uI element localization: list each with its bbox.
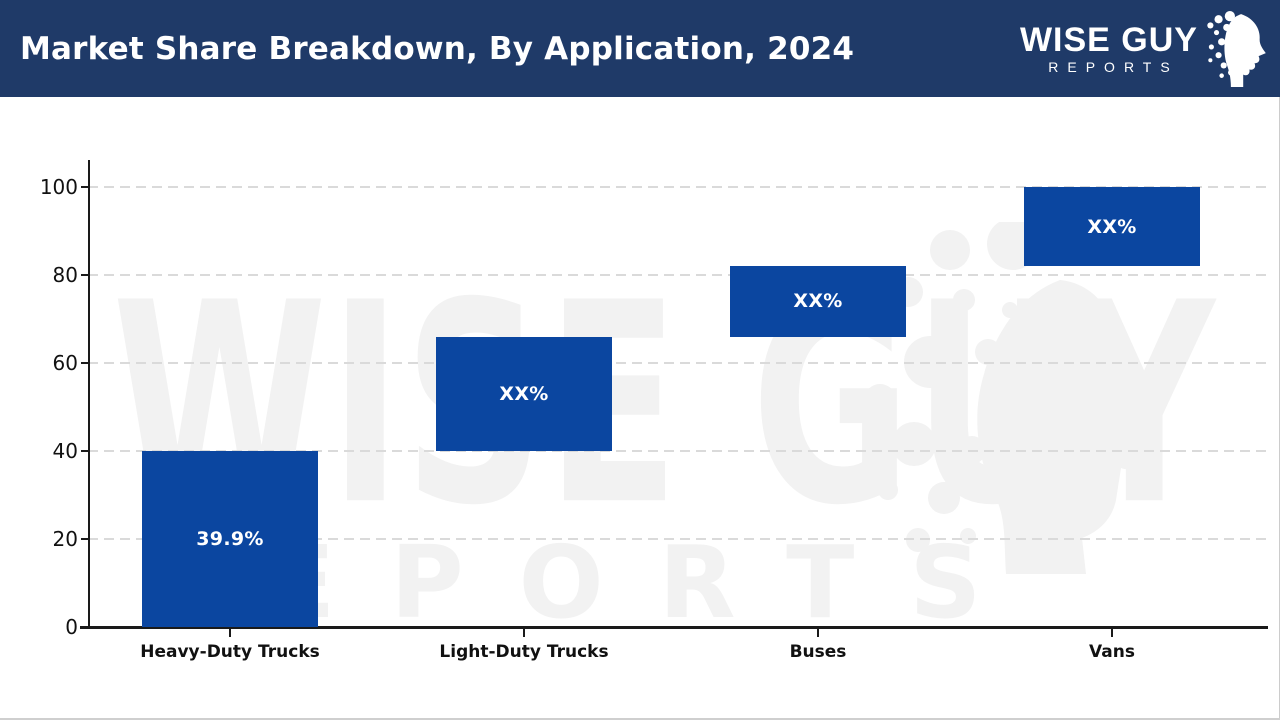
y-tick-label-60: 60 bbox=[52, 351, 78, 375]
y-axis-spine bbox=[88, 160, 90, 629]
y-tick-mark-20 bbox=[81, 538, 88, 540]
logo-text-block: WISE GUY REPORTS bbox=[1019, 20, 1198, 76]
wise-guy-face-icon bbox=[1207, 11, 1266, 87]
x-axis-category-label-heavy-duty-trucks: Heavy-Duty Trucks bbox=[140, 642, 320, 662]
y-tick-label-40: 40 bbox=[52, 439, 78, 463]
bar-value-label-vans: XX% bbox=[1087, 215, 1137, 238]
y-tick-mark-60 bbox=[81, 362, 88, 364]
watermark-head-graphic bbox=[864, 222, 1163, 574]
wise-guy-logo: WISE GUY REPORTS bbox=[1020, 8, 1268, 90]
y-tick-mark-100 bbox=[81, 186, 88, 188]
y-tick-label-80: 80 bbox=[52, 263, 78, 287]
bar-value-label-buses: XX% bbox=[793, 290, 843, 313]
logo-subtext: REPORTS bbox=[1048, 59, 1179, 76]
x-tick-mark-heavy-duty-trucks bbox=[229, 629, 231, 637]
header-bar: Market Share Breakdown, By Application, … bbox=[0, 0, 1280, 97]
x-tick-mark-buses bbox=[817, 629, 819, 637]
gridline-y-80 bbox=[88, 274, 1266, 276]
bar-value-label-light-duty-trucks: XX% bbox=[499, 383, 549, 405]
bar-value-label-heavy-duty-trucks: 39.9% bbox=[196, 528, 264, 551]
gridline-y-40 bbox=[88, 450, 1266, 452]
x-tick-mark-vans bbox=[1111, 629, 1113, 637]
y-tick-label-100: 100 bbox=[39, 175, 78, 199]
bar-heavy-duty-trucks: 39.9% bbox=[142, 451, 318, 627]
x-tick-mark-light-duty-trucks bbox=[523, 629, 525, 637]
x-axis-category-label-vans: Vans bbox=[1089, 642, 1135, 662]
bar-vans: XX% bbox=[1024, 187, 1200, 267]
y-tick-mark-80 bbox=[81, 274, 88, 276]
gridline-y-100 bbox=[88, 186, 1266, 188]
page-bottom-edge bbox=[0, 718, 1280, 720]
gridline-y-60 bbox=[88, 362, 1266, 364]
y-tick-label-0: 0 bbox=[65, 615, 78, 639]
bar-buses: XX% bbox=[730, 266, 906, 337]
page-title: Market Share Breakdown, By Application, … bbox=[20, 30, 855, 67]
y-tick-mark-40 bbox=[81, 450, 88, 452]
y-tick-label-20: 20 bbox=[52, 527, 78, 551]
x-axis-category-label-buses: Buses bbox=[789, 642, 847, 662]
x-axis-spine bbox=[80, 626, 1268, 629]
bar-light-duty-trucks: XX% bbox=[436, 336, 612, 452]
logo-wordmark: WISE GUY bbox=[1019, 20, 1198, 59]
x-axis-category-label-light-duty-trucks: Light-Duty Trucks bbox=[439, 642, 609, 662]
gridline-y-20 bbox=[88, 538, 1266, 540]
